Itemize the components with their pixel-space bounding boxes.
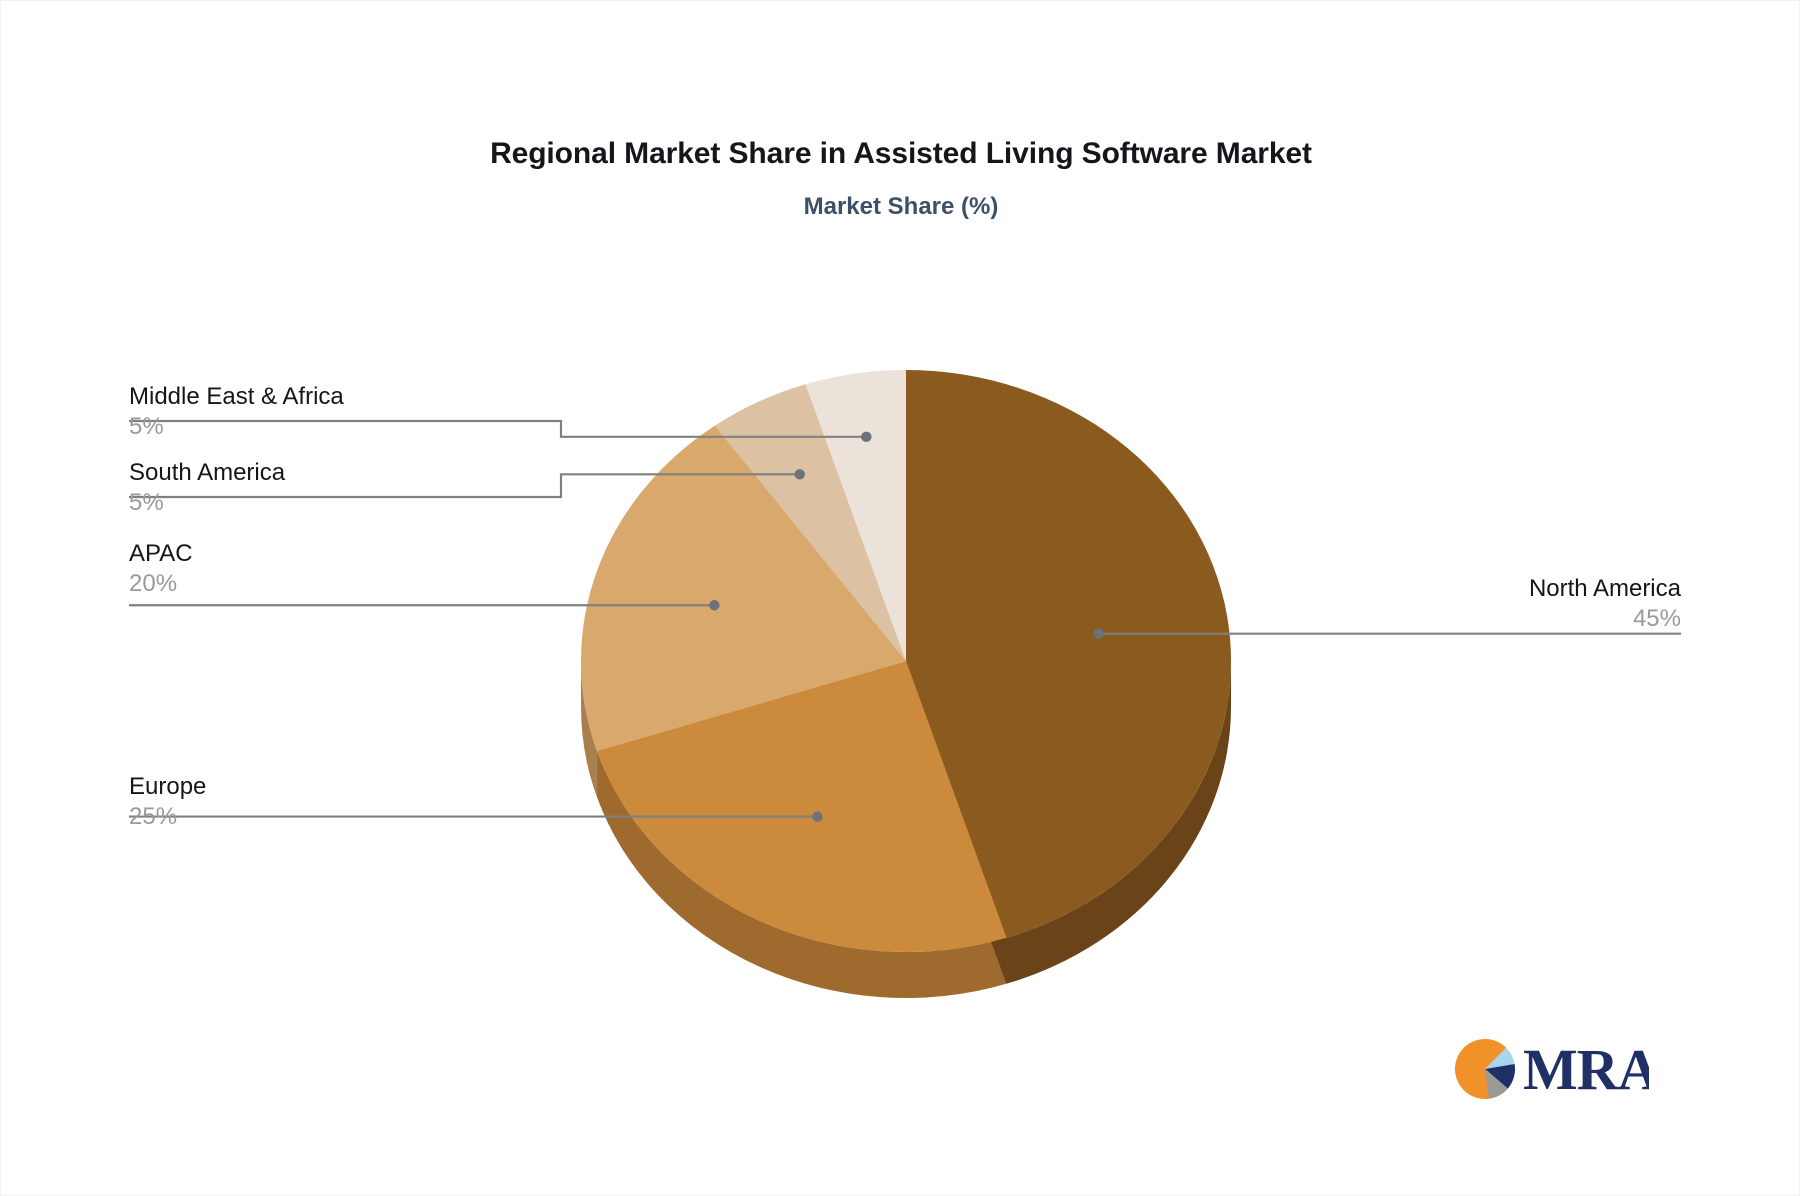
callout-value: 20% — [129, 570, 178, 597]
pie-slice-side — [596, 750, 1007, 999]
pie-slice-europe[interactable] — [596, 661, 1007, 952]
leader-line — [129, 473, 800, 499]
leader-dot — [709, 600, 720, 611]
callout-label: North America — [1528, 575, 1681, 602]
leader-dot — [1093, 628, 1104, 639]
callout-north-america[interactable]: North America 45% — [1233, 574, 1681, 634]
callout-value: 5% — [129, 413, 164, 440]
callout-label: Europe — [129, 773, 207, 800]
leader-dot — [794, 469, 805, 480]
logo-pie-mark — [1454, 1039, 1516, 1099]
pie-slice-south-america[interactable] — [714, 384, 906, 661]
callout-value: 25% — [129, 803, 178, 830]
pie-slice-north-america[interactable] — [906, 370, 1231, 938]
leader-line — [129, 419, 867, 438]
callout-apac[interactable]: APAC 20% — [129, 539, 193, 599]
callout-value: 45% — [1632, 605, 1681, 632]
callout-middle-east-africa[interactable]: Middle East & Africa 5% — [129, 382, 344, 442]
callout-label: Middle East & Africa — [129, 383, 344, 410]
callout-europe[interactable]: Europe 25% — [129, 772, 206, 832]
logo-wordmark: MRA — [1523, 1037, 1649, 1102]
callout-label: APAC — [129, 540, 193, 567]
leader-lines — [129, 419, 1681, 822]
callout-south-america[interactable]: South America 5% — [129, 458, 285, 518]
chart-title: Regional Market Share in Assisted Living… — [490, 137, 1312, 170]
chart-subtitle: Market Share (%) — [803, 193, 999, 220]
leader-dot — [861, 431, 872, 443]
pie-slice-apac[interactable] — [581, 425, 906, 751]
pie-slice-middle-east-africa[interactable] — [805, 370, 906, 661]
pie-slice-side — [581, 661, 597, 797]
callout-value: 5% — [129, 489, 164, 516]
pie-slice-side — [1006, 661, 1231, 984]
pie-slices — [581, 370, 1231, 999]
leader-dot — [812, 811, 823, 822]
mra-logo[interactable]: MRA — [1449, 1031, 1649, 1107]
callout-label: South America — [129, 459, 286, 486]
